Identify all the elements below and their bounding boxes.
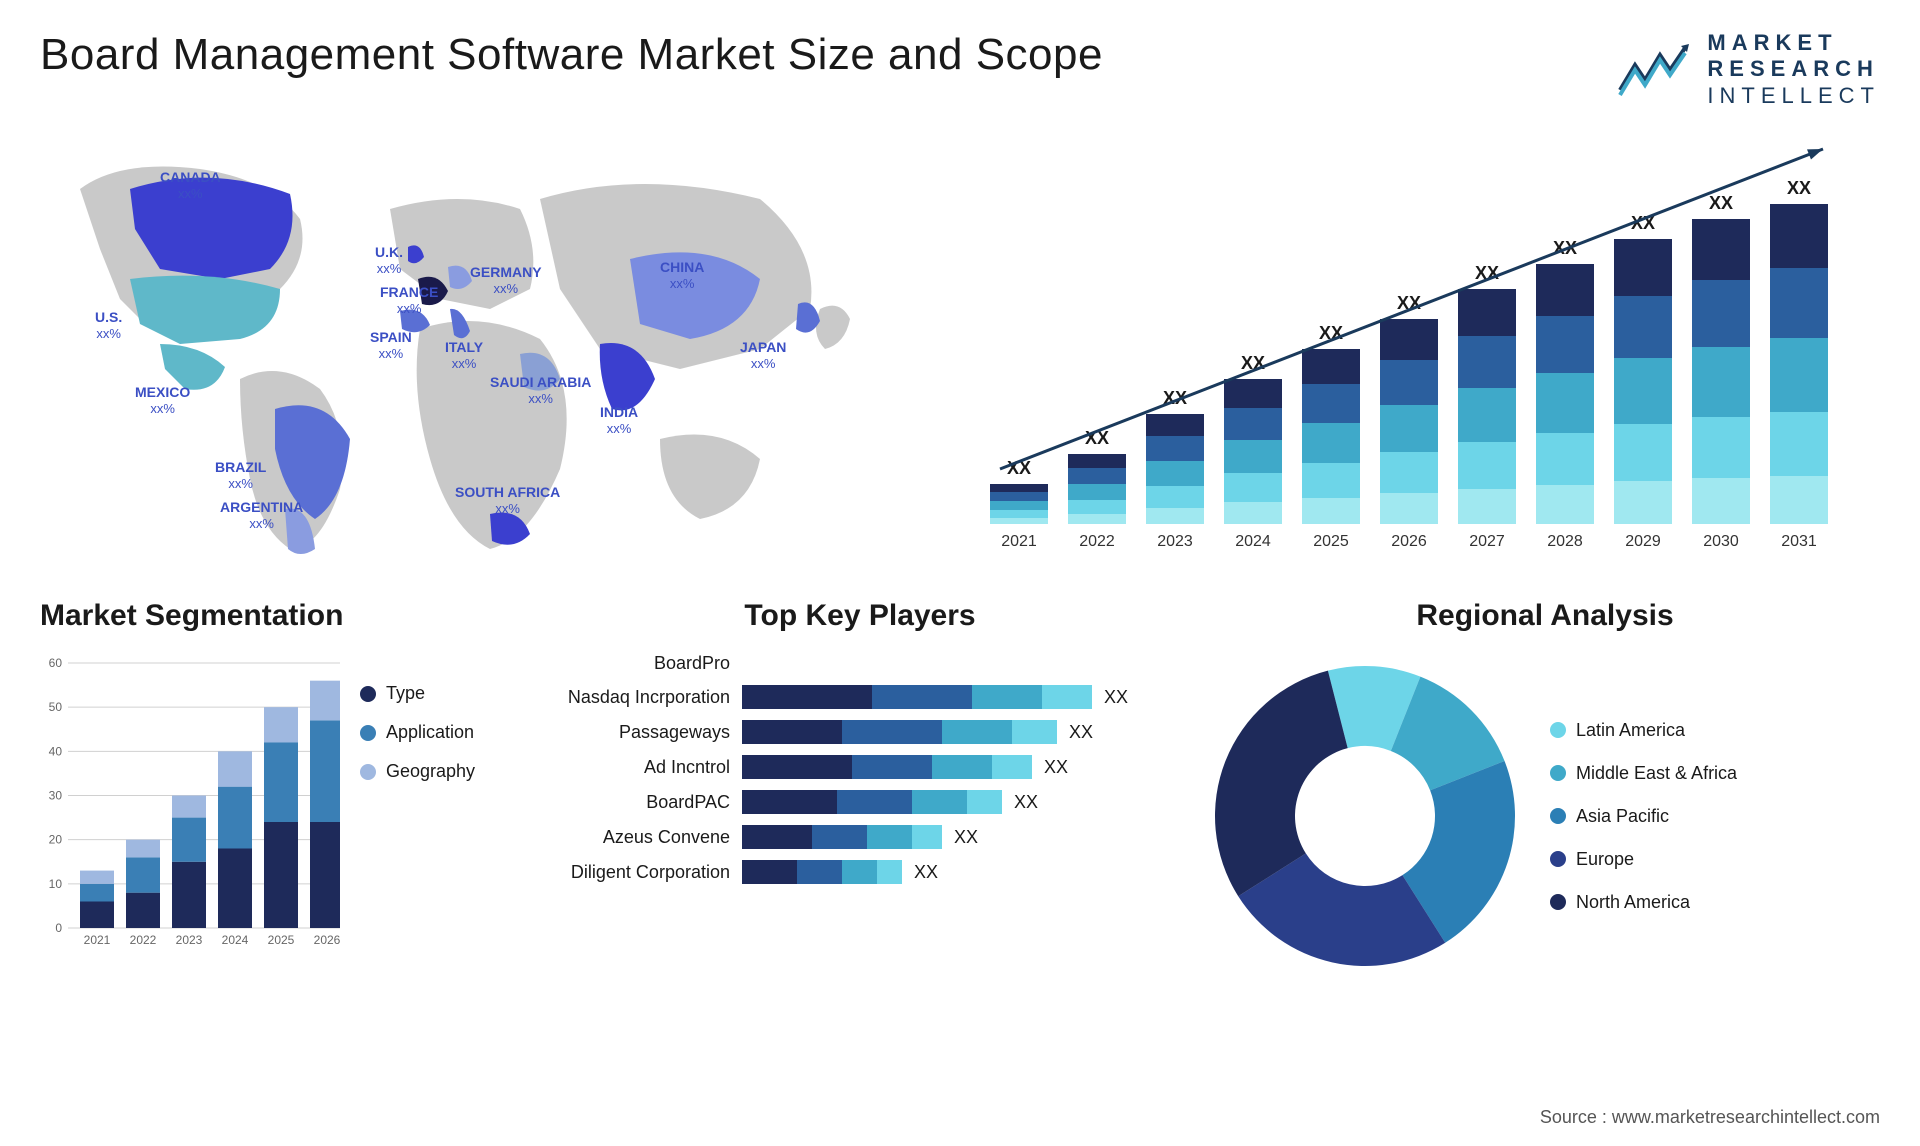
svg-text:2029: 2029 [1625,533,1661,550]
svg-text:2023: 2023 [1157,533,1193,550]
svg-text:2022: 2022 [1079,533,1115,550]
growth-chart: XXXXXXXXXXXXXXXXXXXXXX 20212022202320242… [960,129,1880,559]
player-row: BoardPAC XX [540,790,1180,814]
player-row: Passageways XX [540,720,1180,744]
regional-panel: Regional Analysis Latin America Middle Ea… [1210,599,1880,979]
players-chart: BoardProNasdaq IncrporationXXPassageways… [540,653,1180,884]
regional-title: Regional Analysis [1210,599,1880,633]
source-attribution: Source : www.marketresearchintellect.com [1540,1107,1880,1128]
map-label: CANADAxx% [160,169,221,201]
map-label: U.K.xx% [375,244,403,276]
legend-item: Europe [1550,849,1737,870]
svg-text:40: 40 [49,745,63,759]
map-label: SOUTH AFRICAxx% [455,484,560,516]
map-label: GERMANYxx% [470,264,542,296]
svg-text:2027: 2027 [1469,533,1505,550]
map-label: FRANCExx% [380,284,438,316]
svg-text:2024: 2024 [222,933,249,947]
svg-text:2028: 2028 [1547,533,1583,550]
svg-text:10: 10 [49,877,63,891]
svg-text:2021: 2021 [1001,533,1037,550]
map-label: SPAINxx% [370,329,412,361]
map-label: JAPANxx% [740,339,786,371]
svg-text:2022: 2022 [130,933,157,947]
segmentation-legend: Type Application Geography [360,653,475,979]
player-bar [742,720,1057,744]
regional-donut [1210,661,1520,971]
player-value: XX [914,862,938,883]
map-label: CHINAxx% [660,259,704,291]
map-label: ARGENTINAxx% [220,499,303,531]
svg-text:60: 60 [49,656,63,670]
growth-chart-panel: XXXXXXXXXXXXXXXXXXXXXX 20212022202320242… [960,129,1880,559]
segmentation-panel: Market Segmentation 2021 2022 2023 2024 2025… [40,599,510,979]
svg-text:2030: 2030 [1703,533,1739,550]
player-bar [742,790,1002,814]
logo-icon [1615,40,1695,100]
legend-item: Latin America [1550,720,1737,741]
map-label: MEXICOxx% [135,384,190,416]
player-bar [742,825,942,849]
player-label: Passageways [540,722,730,743]
svg-text:2025: 2025 [268,933,295,947]
logo-line1: MARKET [1707,30,1880,56]
svg-text:2031: 2031 [1781,533,1817,550]
svg-text:XX: XX [1709,193,1733,213]
svg-text:20: 20 [49,833,63,847]
player-row: Ad Incntrol XX [540,755,1180,779]
regional-legend: Latin America Middle East & Africa Asia Pa… [1550,720,1737,913]
player-row: Nasdaq Incrporation XX [540,685,1180,709]
legend-item: Asia Pacific [1550,806,1737,827]
svg-text:2023: 2023 [176,933,203,947]
players-panel: Top Key Players BoardPro Nasdaq Incrporat… [540,599,1180,979]
svg-text:2024: 2024 [1235,533,1271,550]
svg-text:0: 0 [55,921,62,935]
map-label: U.S.xx% [95,309,122,341]
svg-text:2026: 2026 [314,933,340,947]
svg-text:30: 30 [49,789,63,803]
legend-item: Type [360,683,475,704]
map-label: ITALYxx% [445,339,483,371]
player-value: XX [1044,757,1068,778]
player-label: Nasdaq Incrporation [540,687,730,708]
players-title: Top Key Players [540,599,1180,633]
player-label: BoardPAC [540,792,730,813]
player-label: Azeus Convene [540,827,730,848]
world-map-panel: CANADAxx% U.S.xx% MEXICOxx% BRAZILxx% ARGENT… [40,129,920,559]
svg-text:2021: 2021 [84,933,111,947]
segmentation-chart: 2021 2022 2023 2024 2025 2026 0 10 20 30 40 50 60 [40,653,340,953]
player-row: Azeus Convene XX [540,825,1180,849]
player-bar [742,685,1092,709]
legend-item: North America [1550,892,1737,913]
map-label: SAUDI ARABIAxx% [490,374,591,406]
page-title: Board Management Software Market Size an… [40,30,1103,80]
logo-line2: RESEARCH [1707,56,1880,82]
legend-item: Application [360,722,475,743]
player-label: BoardPro [540,653,730,674]
player-bar [742,860,902,884]
player-value: XX [1014,792,1038,813]
player-value: XX [1104,687,1128,708]
player-label: Ad Incntrol [540,757,730,778]
logo-line3: INTELLECT [1707,83,1880,109]
player-value: XX [1069,722,1093,743]
svg-text:2026: 2026 [1391,533,1427,550]
brand-logo: MARKET RESEARCH INTELLECT [1615,30,1880,109]
map-label: BRAZILxx% [215,459,266,491]
svg-text:50: 50 [49,700,63,714]
svg-text:XX: XX [1787,178,1811,198]
legend-item: Geography [360,761,475,782]
player-row: Diligent Corporation XX [540,860,1180,884]
svg-text:2025: 2025 [1313,533,1349,550]
player-row: BoardPro [540,653,1180,674]
player-label: Diligent Corporation [540,862,730,883]
map-label: INDIAxx% [600,404,638,436]
player-bar [742,755,1032,779]
player-value: XX [954,827,978,848]
legend-item: Middle East & Africa [1550,763,1737,784]
segmentation-title: Market Segmentation [40,599,510,633]
